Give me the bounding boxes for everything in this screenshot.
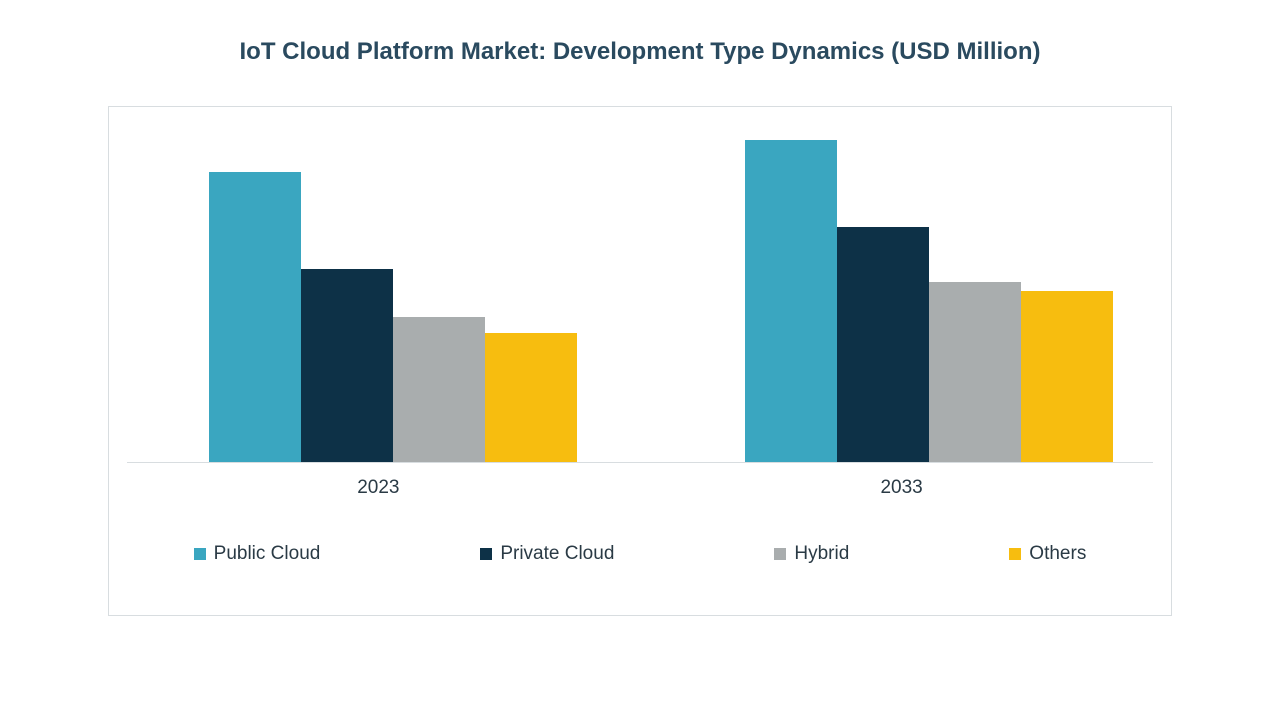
bar-others-2023: [485, 333, 577, 462]
bar-hybrid-2023: [393, 317, 485, 462]
legend-label: Private Cloud: [500, 543, 614, 565]
bar-group-2023: [209, 172, 577, 462]
legend-label: Others: [1029, 543, 1086, 565]
legend: Public Cloud Private Cloud Hybrid Others: [109, 543, 1171, 565]
legend-item-public-cloud: Public Cloud: [194, 543, 321, 565]
bar-others-2033: [1021, 291, 1113, 462]
legend-item-private-cloud: Private Cloud: [480, 543, 614, 565]
chart-container: 2023 2033 Public Cloud Private Cloud Hybrid…: [108, 106, 1172, 616]
bar-hybrid-2033: [929, 282, 1021, 462]
bar-private-cloud-2033: [837, 227, 929, 462]
legend-item-hybrid: Hybrid: [774, 543, 849, 565]
legend-swatch: [774, 548, 786, 560]
legend-label: Hybrid: [794, 543, 849, 565]
x-label-2023: 2023: [357, 477, 399, 499]
legend-swatch: [194, 548, 206, 560]
legend-label: Public Cloud: [214, 543, 321, 565]
bar-public-cloud-2033: [745, 140, 837, 462]
x-axis-labels: 2023 2033: [127, 477, 1153, 507]
chart-title: IoT Cloud Platform Market: Development T…: [0, 0, 1280, 106]
x-label-2033: 2033: [880, 477, 922, 499]
plot-area: [127, 141, 1153, 463]
bar-group-2033: [745, 140, 1113, 462]
legend-item-others: Others: [1009, 543, 1086, 565]
bar-private-cloud-2023: [301, 269, 393, 462]
legend-swatch: [480, 548, 492, 560]
legend-swatch: [1009, 548, 1021, 560]
bar-public-cloud-2023: [209, 172, 301, 462]
